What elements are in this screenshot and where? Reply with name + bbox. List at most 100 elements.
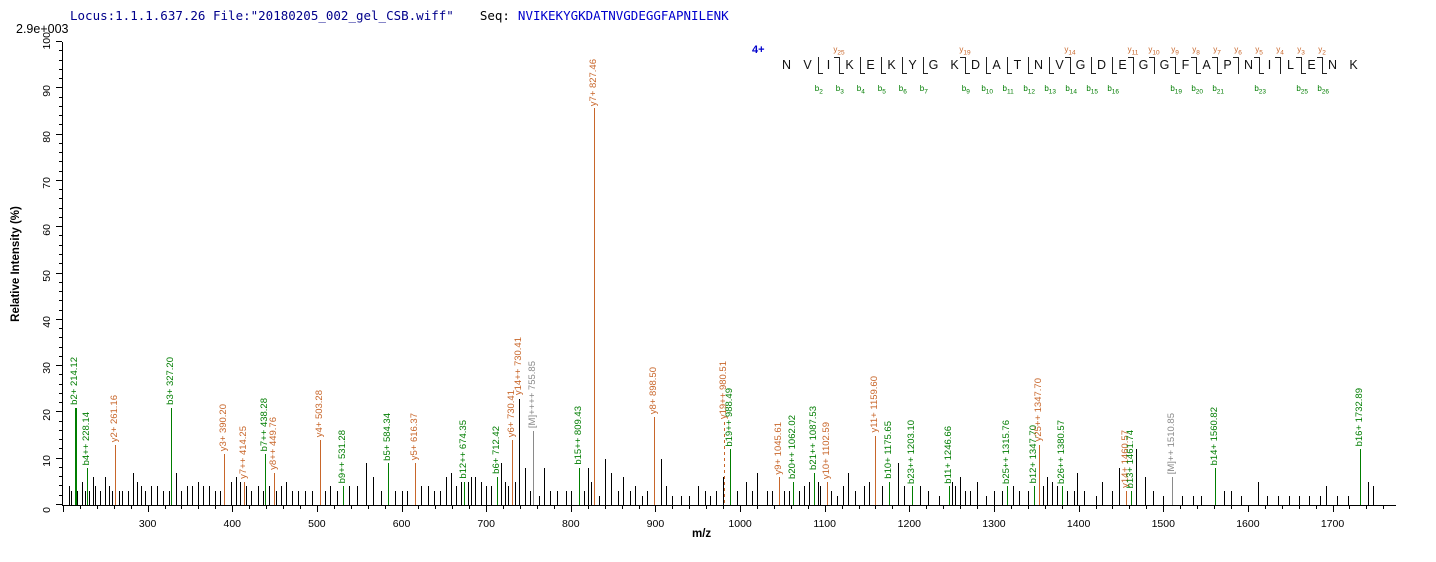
y-ion-label: y3: [1297, 45, 1305, 57]
labeled-peak: [723, 421, 725, 505]
peak: [133, 472, 135, 505]
labeled-peak: [594, 108, 596, 505]
peak: [81, 481, 83, 505]
y-minor-tick: [59, 346, 62, 348]
y-major-tick: [56, 226, 62, 228]
y-minor-tick: [59, 216, 62, 218]
peak: [772, 491, 774, 505]
sequence-residue: V: [803, 58, 812, 72]
peak: [863, 486, 865, 505]
b-ion-tick: [860, 73, 865, 74]
peak: [848, 472, 850, 505]
peak: [919, 486, 921, 505]
peak: [122, 491, 124, 505]
peak: [192, 486, 194, 505]
labeled-peak: [511, 440, 513, 505]
x-minor-tick: [604, 506, 606, 509]
x-minor-tick: [266, 506, 268, 509]
labeled-peak: [1038, 444, 1040, 505]
x-minor-tick: [215, 506, 217, 509]
cleavage-marker: [1090, 57, 1092, 74]
peak: [1136, 449, 1138, 505]
sequence-residue: N: [1327, 58, 1338, 72]
labeled-peak: [654, 417, 656, 505]
x-minor-tick: [553, 506, 555, 509]
x-major-tick: [740, 506, 742, 512]
peak: [757, 472, 758, 505]
x-minor-tick: [587, 506, 589, 509]
peak: [245, 486, 247, 505]
peak: [1102, 481, 1104, 505]
peak: [85, 491, 86, 505]
labeled-peak: [1172, 477, 1174, 505]
sequence-residue: D: [970, 58, 981, 72]
peak-label: y7++ 414.25: [238, 426, 250, 479]
y-major-tick: [56, 318, 62, 320]
y-ion-label: y11: [1127, 45, 1139, 57]
peak-label: y5+ 616.37: [409, 413, 421, 461]
b-ion-label: b11: [1002, 84, 1014, 96]
peak-label: b11+ 1246.66: [942, 425, 954, 484]
peak: [1027, 491, 1029, 505]
sequence-residue: T: [1013, 58, 1022, 72]
peak: [977, 481, 979, 505]
sequence-residue: E: [1307, 58, 1316, 72]
header-locus: Locus:1.1.1.637.26 File:"20180205_002_ge…: [70, 8, 454, 23]
x-tick-label: 1000: [728, 518, 752, 530]
y-tick-label: 0: [41, 507, 53, 513]
y-minor-tick: [59, 485, 62, 487]
labeled-peak: [778, 477, 780, 505]
labeled-peak: [1360, 449, 1362, 505]
peak: [215, 491, 217, 505]
peak: [162, 491, 164, 505]
b-ion-label: b15: [1086, 84, 1099, 96]
peak: [716, 491, 718, 505]
peak: [325, 491, 327, 505]
x-minor-tick: [689, 506, 691, 509]
y-minor-tick: [59, 383, 62, 385]
cleavage-marker: [1321, 57, 1323, 74]
peak-label: b10+ 1175.65: [882, 421, 894, 479]
sequence-residue: N: [1243, 58, 1254, 72]
peak: [704, 491, 706, 505]
cleavage-marker: [964, 57, 966, 74]
y-major-tick: [56, 133, 62, 135]
y-ion-tick: [1212, 57, 1217, 58]
labeled-peak: [826, 481, 828, 505]
y-ion-tick: [1128, 57, 1133, 58]
peak: [565, 491, 567, 505]
y-minor-tick: [59, 494, 62, 496]
y-minor-tick: [59, 429, 62, 431]
peak: [538, 495, 540, 505]
intensity-scale-label: 2.9e+003: [16, 22, 69, 36]
y-minor-tick: [59, 105, 62, 107]
peak: [1266, 495, 1268, 505]
x-minor-tick: [672, 506, 674, 509]
x-minor-tick: [520, 506, 522, 509]
peak: [1201, 495, 1203, 505]
y-minor-tick: [59, 59, 62, 61]
peak: [767, 491, 769, 505]
peak: [291, 491, 293, 505]
peak: [470, 477, 472, 505]
labeled-peak: [1007, 486, 1009, 505]
peak: [281, 486, 283, 505]
b-ion-label: b2: [814, 84, 823, 96]
b-ion-label: b13: [1044, 84, 1057, 96]
peak: [230, 481, 232, 505]
peak: [365, 463, 367, 505]
peak: [1368, 481, 1370, 505]
peak: [433, 491, 435, 505]
y-major-tick: [56, 272, 62, 274]
cleavage-marker: [1195, 57, 1197, 74]
peak: [1258, 481, 1260, 505]
x-tick-label: 1700: [1320, 518, 1345, 530]
x-tick-label: 1100: [813, 518, 836, 530]
x-minor-tick: [164, 506, 166, 509]
peak-label: y3+ 390.20: [217, 403, 229, 452]
y-minor-tick: [59, 337, 62, 339]
peak: [330, 486, 332, 505]
x-minor-tick: [1230, 506, 1232, 509]
peak: [587, 467, 589, 505]
